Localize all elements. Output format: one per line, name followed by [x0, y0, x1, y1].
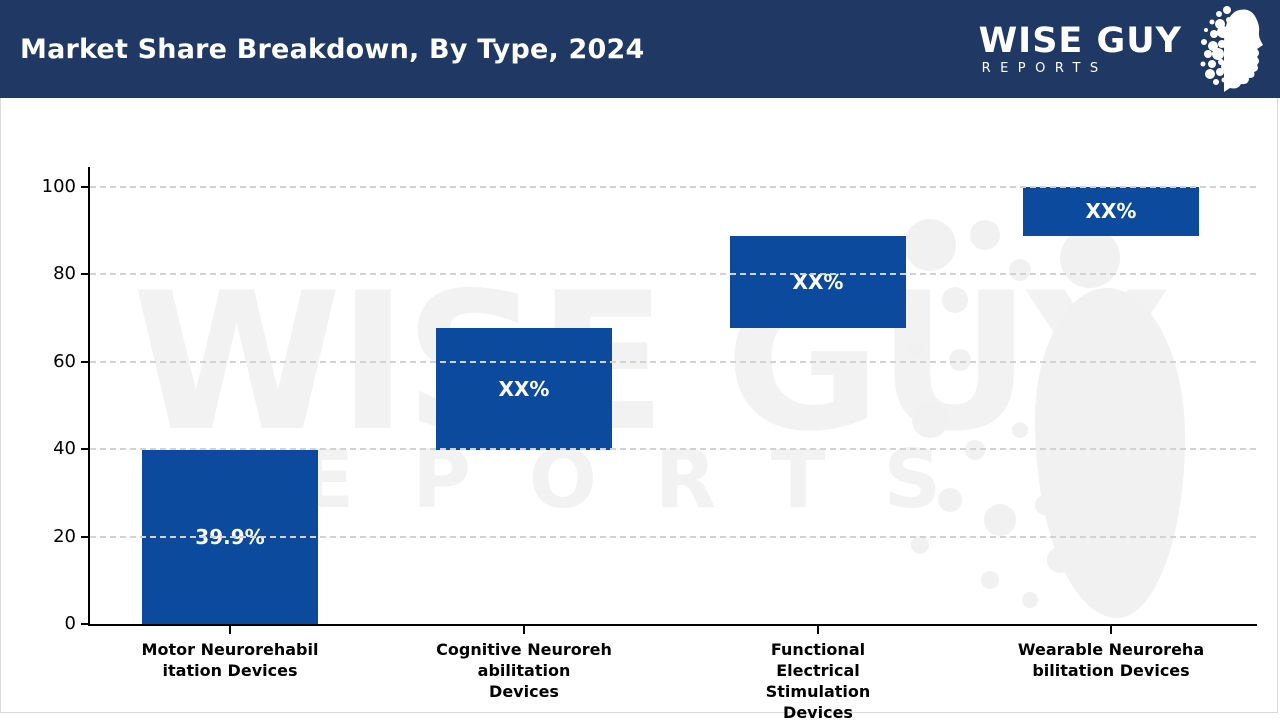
y-tick-label: 100	[41, 176, 76, 197]
wiseguy-logo: WISE GUY REPORTS	[979, 4, 1272, 94]
y-axis-line	[88, 167, 90, 626]
x-label-line: itation Devices	[162, 661, 298, 680]
watermark-dot	[984, 504, 1016, 536]
watermark-dot	[911, 536, 929, 554]
logo-name: WISE GUY	[978, 20, 1182, 61]
x-label-motor-neurorehabilitation: Motor Neurorehabil itation Devices	[142, 639, 319, 681]
y-tick-label: 20	[53, 525, 76, 547]
y-tick-mark	[81, 186, 88, 188]
bar-value-label: XX%	[498, 376, 550, 401]
watermark-dot	[1070, 460, 1110, 500]
watermark-dot	[1012, 422, 1028, 438]
watermark-dot	[942, 287, 968, 313]
watermark-dot	[907, 342, 923, 358]
x-label-line: Devices	[489, 682, 559, 701]
x-label-line: bilitation Devices	[1032, 661, 1190, 680]
watermark-wiseguy: WISE GUY	[132, 252, 1165, 473]
bar-wearable-neurorehabilitation: XX%	[1023, 187, 1199, 236]
watermark-dot	[1009, 259, 1031, 281]
x-label-cognitive-neurorehabilitation: Cognitive Neuroreh abilitation Devices	[436, 639, 612, 702]
y-tick-label: 80	[53, 263, 76, 285]
y-tick-label: 0	[64, 613, 76, 634]
watermark-dot	[1022, 592, 1038, 608]
y-tick-mark	[81, 360, 88, 363]
header-bar: Market Share Breakdown, By Type, 2024 WI…	[0, 0, 1280, 98]
bar-value-label: XX%	[1085, 199, 1137, 224]
y-tick-mark	[81, 273, 88, 276]
logo-text: WISE GUY REPORTS	[978, 20, 1182, 76]
bar-functional-electrical-stimulation: XX%	[730, 235, 906, 329]
y-tick-mark	[81, 535, 88, 538]
gridline	[90, 360, 1256, 363]
watermark-dot	[1091, 316, 1119, 344]
watermark-dot	[1035, 495, 1055, 515]
watermark-dot	[938, 488, 962, 512]
x-label-line: Electrical	[776, 661, 860, 680]
x-label-line: Wearable Neuroreha	[1017, 640, 1205, 659]
x-label-line: abilitation	[477, 661, 571, 680]
page-title: Market Share Breakdown, By Type, 2024	[20, 33, 645, 65]
x-tick-mark	[817, 626, 819, 634]
gridline	[90, 535, 1256, 538]
gridline	[90, 448, 1256, 451]
x-tick-mark	[1110, 626, 1112, 634]
y-tick-label: 60	[53, 350, 76, 372]
gridline	[90, 186, 1256, 188]
bar-cognitive-neurorehabilitation: XX%	[436, 328, 612, 450]
y-tick-mark	[81, 623, 88, 625]
x-label-functional-electrical-stimulation: Functional Electrical Stimulation Device…	[766, 639, 871, 723]
watermark-dot	[904, 219, 956, 271]
x-label-wearable-neurorehabilitation: Wearable Neuroreha bilitation Devices	[1018, 639, 1204, 681]
watermark-dot	[912, 402, 948, 438]
watermark-dot	[981, 571, 999, 589]
watermark-dot	[1060, 228, 1120, 288]
gridline	[90, 273, 1256, 276]
x-label-line: Functional	[770, 640, 866, 659]
x-label-line: Stimulation	[765, 682, 871, 701]
logo-subtitle: REPORTS	[981, 60, 1108, 76]
y-tick-label: 40	[53, 438, 76, 460]
y-tick-mark	[81, 448, 88, 451]
wiseguy-head-icon	[1200, 6, 1263, 92]
x-tick-mark	[229, 626, 231, 634]
watermark-dot	[1094, 554, 1126, 586]
watermark-dot	[1047, 547, 1073, 573]
x-label-line: Motor Neurorehabil	[141, 640, 319, 659]
x-label-line: Devices	[783, 703, 853, 722]
watermark-dot	[970, 220, 1000, 250]
watermark-dot	[949, 349, 971, 371]
x-label-line: Cognitive Neuroreh	[436, 640, 612, 659]
x-axis-line	[88, 624, 1257, 626]
x-tick-mark	[523, 626, 525, 634]
